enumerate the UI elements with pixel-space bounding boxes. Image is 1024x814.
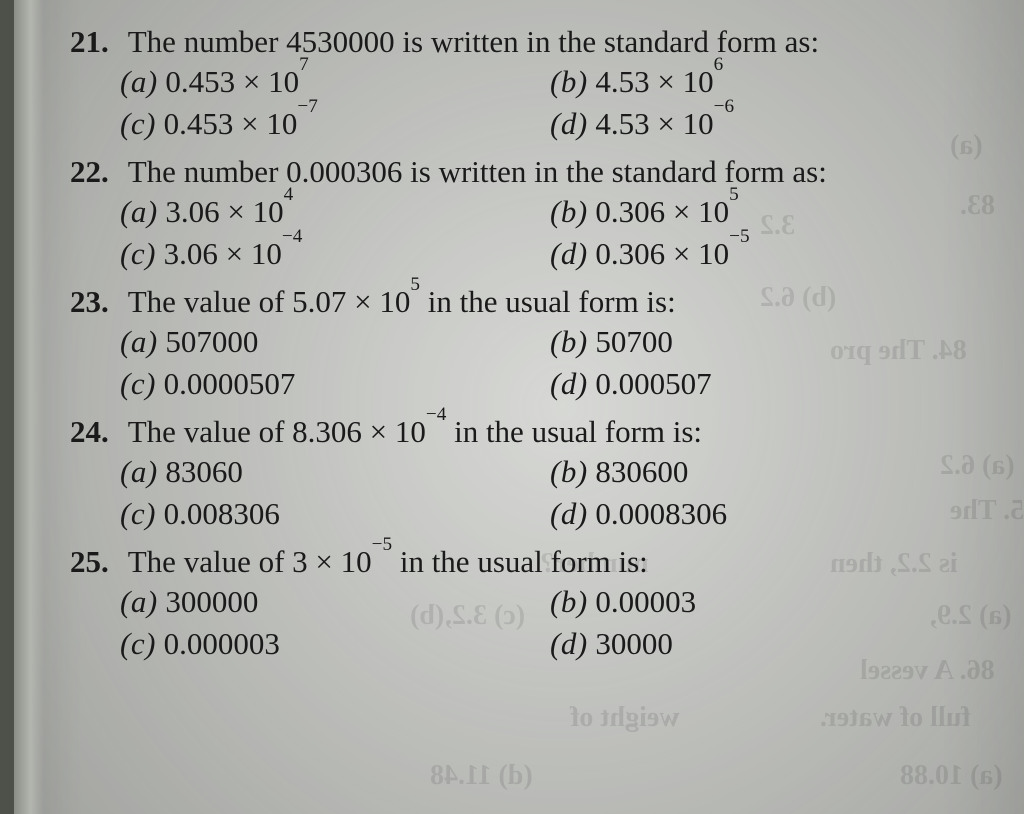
question-24-options: (a) 83060 (b) 830600 (c) 0.008306 (d) 0.… <box>120 454 1012 532</box>
bleed-through-text: weight of <box>570 702 680 734</box>
question-25: 25. The value of 3 × 10−5 in the usual f… <box>70 544 1012 580</box>
bleed-through-text: (d) 11.48 <box>430 760 533 792</box>
question-22-options: (a) 3.06 × 104 (b) 0.306 × 105 (c) 3.06 … <box>120 194 1012 272</box>
question-22: 22. The number 0.000306 is written in th… <box>70 154 1012 190</box>
option-d: (d) 0.000507 <box>550 366 980 402</box>
option-d: (d) 30000 <box>550 626 980 662</box>
option-d: (d) 0.0008306 <box>550 496 980 532</box>
question-number: 25. <box>70 544 120 580</box>
option-c: (c) 3.06 × 10−4 <box>120 236 550 272</box>
bleed-through-text: (a) 10.88 <box>900 760 1003 792</box>
option-c: (c) 0.008306 <box>120 496 550 532</box>
option-b: (b) 50700 <box>550 324 980 360</box>
option-d: (d) 0.306 × 10−5 <box>550 236 980 272</box>
question-number: 23. <box>70 284 120 320</box>
option-a: (a) 83060 <box>120 454 550 490</box>
option-b: (b) 0.00003 <box>550 584 980 620</box>
option-c: (c) 0.000003 <box>120 626 550 662</box>
question-text: The value of 5.07 × 105 in the usual for… <box>128 284 1008 320</box>
option-c: (c) 0.0000507 <box>120 366 550 402</box>
page-binding-shadow <box>0 0 44 814</box>
option-c: (c) 0.453 × 10−7 <box>120 106 550 142</box>
question-text: The value of 3 × 10−5 in the usual form … <box>128 544 1008 580</box>
option-b: (b) 4.53 × 106 <box>550 64 980 100</box>
question-text: The number 0.000306 is written in the st… <box>128 154 1008 190</box>
option-a: (a) 507000 <box>120 324 550 360</box>
question-number: 24. <box>70 414 120 450</box>
question-text: The number 4530000 is written in the sta… <box>128 24 1008 60</box>
page-binding-edge <box>0 0 14 814</box>
question-21-options: (a) 0.453 × 107 (b) 4.53 × 106 (c) 0.453… <box>120 64 1012 142</box>
option-b: (b) 0.306 × 105 <box>550 194 980 230</box>
question-25-options: (a) 300000 (b) 0.00003 (c) 0.000003 (d) … <box>120 584 1012 662</box>
question-text: The value of 8.306 × 10−4 in the usual f… <box>128 414 1008 450</box>
option-a: (a) 0.453 × 107 <box>120 64 550 100</box>
bleed-through-text: full of water. <box>820 702 971 734</box>
option-b: (b) 830600 <box>550 454 980 490</box>
question-24: 24. The value of 8.306 × 10−4 in the usu… <box>70 414 1012 450</box>
option-a: (a) 3.06 × 104 <box>120 194 550 230</box>
option-d: (d) 4.53 × 10−6 <box>550 106 980 142</box>
question-number: 21. <box>70 24 120 60</box>
question-23-options: (a) 507000 (b) 50700 (c) 0.0000507 (d) 0… <box>120 324 1012 402</box>
question-21: 21. The number 4530000 is written in the… <box>70 24 1012 60</box>
option-a: (a) 300000 <box>120 584 550 620</box>
question-number: 22. <box>70 154 120 190</box>
question-23: 23. The value of 5.07 × 105 in the usual… <box>70 284 1012 320</box>
